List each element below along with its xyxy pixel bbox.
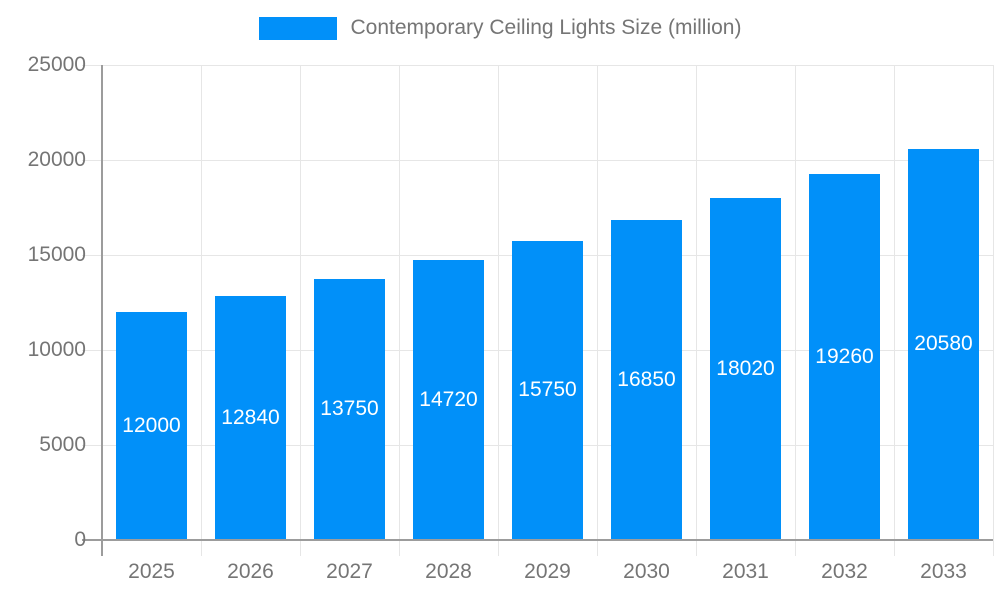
x-tick-label: 2025: [128, 560, 175, 583]
gridline-vertical: [200, 65, 202, 556]
y-tick-label: 5000: [39, 433, 86, 456]
x-tick-label: 2032: [821, 560, 868, 583]
legend-swatch: [258, 16, 337, 40]
gridline-vertical: [992, 65, 994, 556]
bar-value-label: 14720: [419, 388, 478, 412]
x-tick-label: 2031: [722, 560, 769, 583]
bar-2028: 14720: [413, 260, 484, 540]
gridline-horizontal: [82, 64, 993, 66]
x-tick-label: 2026: [227, 560, 274, 583]
gridline-vertical: [299, 65, 301, 556]
x-tick-label: 2029: [524, 560, 571, 583]
gridline-vertical: [497, 65, 499, 556]
bar-value-label: 12840: [221, 406, 280, 430]
bar-2025: 12000: [116, 312, 187, 540]
legend-label: Contemporary Ceiling Lights Size (millio…: [350, 16, 742, 39]
bar-2027: 13750: [314, 278, 385, 540]
gridline-vertical: [893, 65, 895, 556]
y-axis-line: [101, 65, 103, 556]
y-tick-label: 25000: [27, 53, 86, 76]
bar-2030: 16850: [611, 219, 682, 540]
bar-value-label: 18020: [716, 356, 775, 380]
bar-value-label: 13750: [320, 397, 379, 421]
legend: Contemporary Ceiling Lights Size (millio…: [0, 16, 1000, 40]
bar-2032: 19260: [809, 174, 880, 540]
bar-2026: 12840: [215, 296, 286, 540]
gridline-vertical: [794, 65, 796, 556]
bar-2033: 20580: [908, 148, 979, 540]
x-tick-label: 2027: [326, 560, 373, 583]
gridline-vertical: [398, 65, 400, 556]
plot-area: 0 5000 10000 15000 20000 25000 12000 2025 12840 2…: [28, 53, 994, 583]
gridline-horizontal: [82, 159, 993, 161]
gridline-vertical: [695, 65, 697, 556]
x-tick-label: 2033: [920, 560, 967, 583]
y-tick-label: 20000: [27, 148, 86, 171]
y-tick-label: 15000: [27, 243, 86, 266]
y-tick-label: 0: [74, 528, 86, 551]
y-tick-label: 10000: [27, 338, 86, 361]
bar-value-label: 20580: [914, 332, 973, 356]
x-axis-line: [82, 539, 993, 541]
bar-value-label: 16850: [617, 367, 676, 391]
bar-value-label: 12000: [122, 414, 181, 437]
bar-value-label: 15750: [518, 378, 577, 402]
bar-2029: 15750: [512, 240, 583, 540]
bar-value-label: 19260: [815, 345, 874, 369]
x-tick-label: 2030: [623, 560, 670, 583]
gridline-vertical: [596, 65, 598, 556]
x-tick-label: 2028: [425, 560, 472, 583]
bar-2031: 18020: [710, 197, 781, 540]
